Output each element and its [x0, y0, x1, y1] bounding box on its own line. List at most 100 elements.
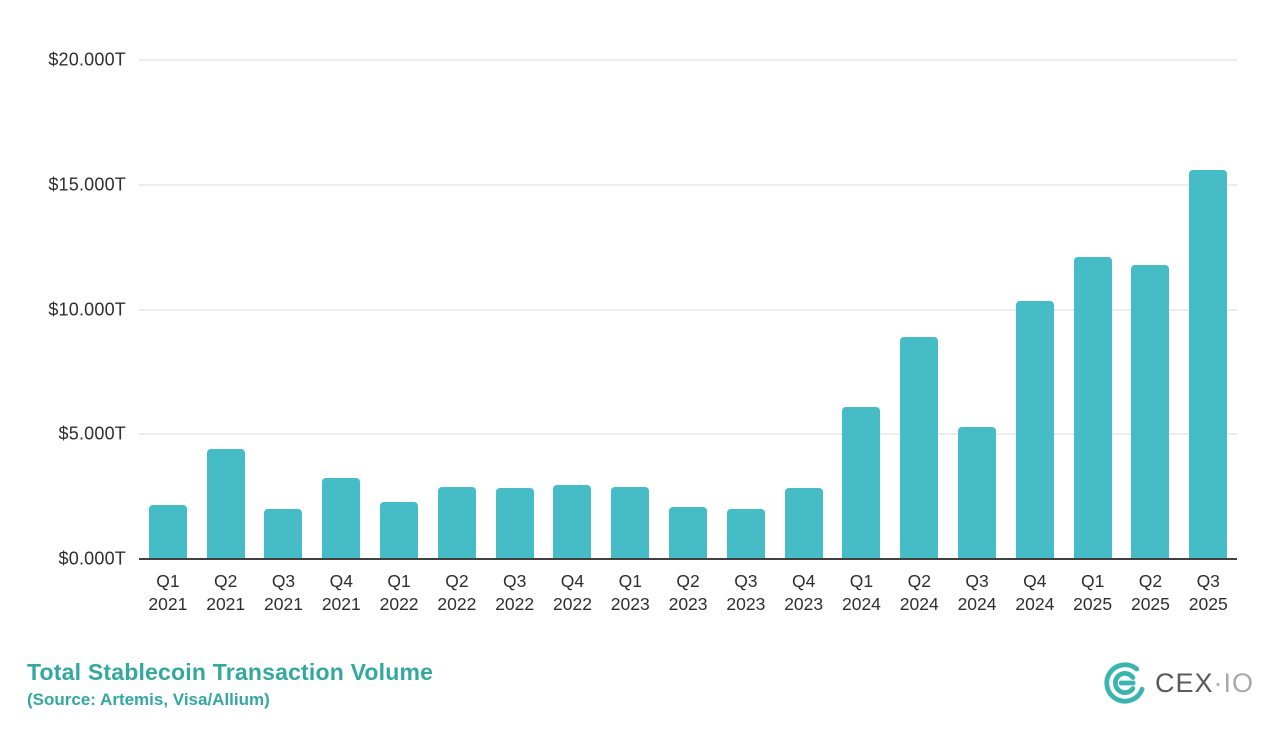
x-tick-year: 2024: [1015, 594, 1055, 614]
x-tick-label: Q3 2025: [1179, 570, 1237, 616]
x-tick-label: Q2 2024: [890, 570, 948, 616]
x-tick-label: Q3 2021: [255, 570, 313, 616]
x-tick-year: 2022: [553, 594, 592, 614]
x-tick-year: 2025: [1073, 594, 1113, 614]
bar-slot: [255, 60, 313, 559]
x-tick-year: 2022: [379, 594, 419, 614]
y-tick-label: $0.000T: [58, 548, 126, 569]
title-block: Total Stablecoin Transaction Volume (Sou…: [27, 659, 433, 710]
x-tick-year: 2022: [437, 594, 477, 614]
bar-q3-2022: [495, 487, 534, 559]
bar-slot: [197, 60, 255, 559]
x-tick-year: 2022: [495, 594, 535, 614]
x-tick-year: 2021: [321, 594, 361, 614]
x-tick-label: Q4 2024: [1006, 570, 1064, 616]
bar-q4-2021: [322, 477, 361, 559]
bar-q1-2022: [380, 501, 419, 559]
x-tick-year: 2021: [264, 594, 303, 614]
x-tick-quarter: Q2: [445, 571, 469, 591]
x-tick-quarter: Q1: [1080, 571, 1105, 591]
x-tick-quarter: Q2: [676, 571, 700, 591]
cexio-logo-text: CEX·IO: [1155, 668, 1254, 699]
x-tick-label: Q2 2023: [659, 570, 717, 616]
bar-q3-2024: [958, 426, 997, 559]
x-tick-label: Q4 2022: [544, 570, 602, 616]
chart-source: (Source: Artemis, Visa/Allium): [27, 690, 270, 709]
x-axis-line: [139, 558, 1237, 560]
x-tick-year: 2023: [784, 594, 824, 614]
bar-q3-2025: [1189, 169, 1228, 559]
x-tick-quarter: Q4: [791, 571, 816, 591]
bar-slot: [659, 60, 717, 559]
y-tick-label: $15.000T: [48, 174, 126, 195]
bar-q4-2022: [553, 485, 592, 559]
cexio-logo: CEX·IO: [1102, 660, 1254, 706]
bar-slot: [890, 60, 948, 559]
gridline: [139, 309, 1237, 310]
bar-slot: [1064, 60, 1122, 559]
gridline: [139, 59, 1237, 61]
bar-slot: [486, 60, 544, 559]
x-tick-label: Q2 2021: [197, 570, 255, 616]
bar-q1-2023: [611, 486, 650, 559]
chart-footer: Total Stablecoin Transaction Volume (Sou…: [0, 648, 1280, 731]
x-tick-label: Q4 2021: [312, 570, 370, 616]
bar-q2-2024: [900, 336, 939, 559]
x-tick-quarter: Q3: [965, 571, 989, 591]
bar-q2-2021: [206, 449, 245, 559]
y-tick-label: $10.000T: [48, 299, 126, 319]
x-tick-quarter: Q4: [329, 571, 353, 591]
plot-area: Q1 2021 Q2 2021 Q3 2021 Q4 2021 Q1 2022 Q2 2022 Q3 20…: [48, 50, 1237, 614]
bar-slot: [833, 60, 891, 559]
bar-slot: [370, 60, 428, 559]
x-tick-year: 2024: [841, 594, 881, 614]
x-tick-label: Q3 2024: [948, 570, 1006, 616]
x-tick-label: Q1 2022: [370, 570, 428, 616]
bar-slot: [428, 60, 486, 559]
bar-q2-2023: [669, 506, 708, 559]
x-tick-quarter: Q4: [1023, 571, 1047, 591]
x-tick-quarter: Q1: [156, 571, 180, 591]
logo-text-main: CEX: [1154, 667, 1214, 698]
x-tick-label: Q3 2023: [717, 570, 775, 616]
bar-slot: [1122, 60, 1180, 559]
logo-separator-dot: ·: [1213, 667, 1224, 698]
bar-q3-2023: [726, 509, 765, 559]
x-tick-year: 2023: [610, 594, 650, 614]
x-tick-label: Q2 2022: [428, 570, 486, 616]
x-tick-year: 2024: [899, 594, 939, 614]
x-tick-quarter: Q1: [618, 571, 642, 591]
cexio-logo-icon: [1104, 662, 1145, 704]
x-tick-quarter: Q4: [560, 571, 585, 591]
logo-text-suffix: IO: [1223, 667, 1254, 698]
x-tick-year: 2021: [206, 594, 246, 614]
x-tick-label: Q1 2021: [139, 570, 197, 616]
x-tick-quarter: Q2: [214, 571, 238, 591]
x-tick-quarter: Q3: [503, 571, 527, 591]
x-tick-year: 2023: [668, 594, 708, 614]
bar-q4-2024: [1015, 300, 1054, 559]
x-tick-quarter: Q3: [1196, 571, 1220, 591]
x-tick-quarter: Q3: [271, 571, 296, 591]
bar-q1-2024: [842, 406, 881, 559]
x-tick-quarter: Q2: [1138, 571, 1163, 591]
bar-slot: [1179, 60, 1237, 559]
x-tick-label: Q1 2025: [1064, 570, 1122, 616]
bar-slot: [139, 60, 197, 559]
x-tick-quarter: Q1: [387, 571, 411, 591]
bar-slot: [775, 60, 833, 559]
gridline: [139, 184, 1237, 186]
bar-slot: [601, 60, 659, 559]
x-tick-year: 2025: [1188, 594, 1228, 614]
bars-container: [139, 60, 1237, 559]
x-tick-year: 2021: [148, 594, 188, 614]
x-tick-label: Q2 2025: [1122, 570, 1180, 616]
bar-slot: [544, 60, 602, 559]
bar-q2-2025: [1131, 264, 1170, 559]
x-tick-label: Q1 2024: [833, 570, 891, 616]
bar-slot: [1006, 60, 1064, 559]
x-tick-quarter: Q1: [849, 571, 874, 591]
bar-slot: [717, 60, 775, 559]
y-tick-label: $5.000T: [58, 423, 126, 444]
x-tick-year: 2024: [957, 594, 997, 614]
